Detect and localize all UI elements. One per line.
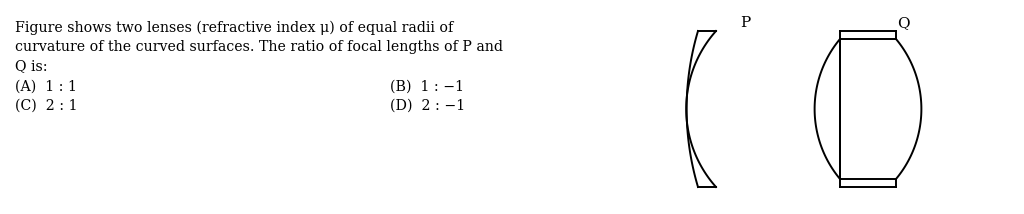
Text: (B)  1 : −1: (B) 1 : −1 (390, 80, 464, 94)
Text: Q: Q (897, 16, 909, 30)
Text: Figure shows two lenses (refractive index μ) of equal radii of: Figure shows two lenses (refractive inde… (15, 21, 454, 35)
Text: (D)  2 : −1: (D) 2 : −1 (390, 99, 465, 113)
Text: P: P (740, 16, 751, 30)
Text: (A)  1 : 1: (A) 1 : 1 (15, 80, 77, 94)
Text: (C)  2 : 1: (C) 2 : 1 (15, 99, 78, 113)
Text: curvature of the curved surfaces. The ratio of focal lengths of P and: curvature of the curved surfaces. The ra… (15, 40, 503, 54)
Text: Q is:: Q is: (15, 59, 48, 73)
